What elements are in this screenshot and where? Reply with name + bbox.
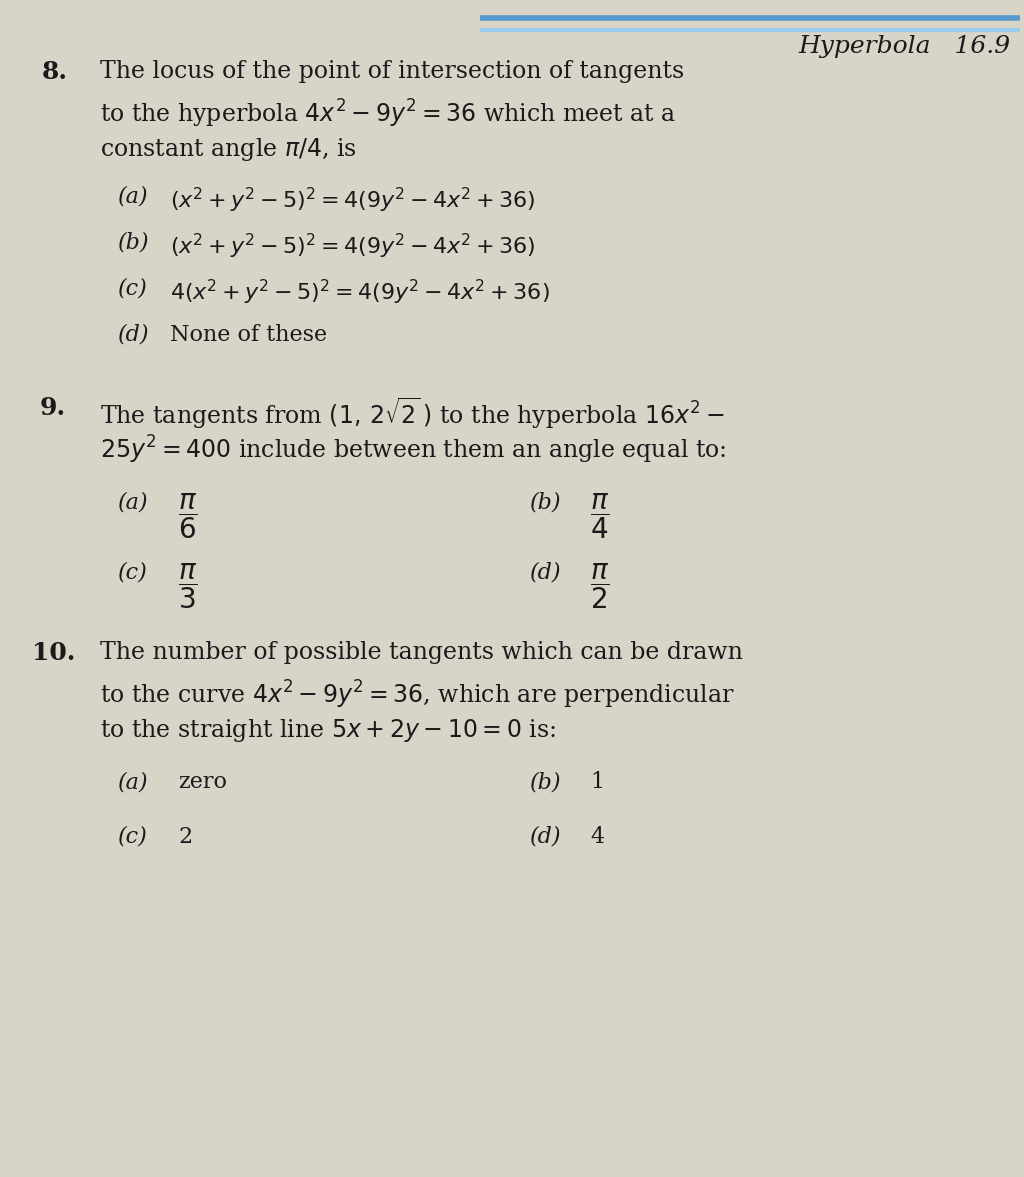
Text: (a): (a) xyxy=(118,771,148,793)
Text: $\dfrac{\pi}{4}$: $\dfrac{\pi}{4}$ xyxy=(590,491,609,540)
Text: (c): (c) xyxy=(118,561,147,583)
Text: 8.: 8. xyxy=(42,60,68,84)
Text: The locus of the point of intersection of tangents: The locus of the point of intersection o… xyxy=(100,60,684,84)
Text: (d): (d) xyxy=(118,324,150,346)
Text: $(x^2 + y^2 - 5)^2 = 4(9y^2 - 4x^2 + 36)$: $(x^2 + y^2 - 5)^2 = 4(9y^2 - 4x^2 + 36)… xyxy=(170,186,536,215)
Text: zero: zero xyxy=(178,771,227,793)
Text: The tangents from $(1,\, 2\sqrt{2}\,)$ to the hyperbola $16x^2 -$: The tangents from $(1,\, 2\sqrt{2}\,)$ t… xyxy=(100,395,725,432)
Text: 10.: 10. xyxy=(32,641,76,665)
Text: The number of possible tangents which can be drawn: The number of possible tangents which ca… xyxy=(100,641,742,664)
Text: 1: 1 xyxy=(590,771,604,793)
Text: $4(x^2 + y^2 - 5)^2 = 4(9y^2 - 4x^2 + 36)$: $4(x^2 + y^2 - 5)^2 = 4(9y^2 - 4x^2 + 36… xyxy=(170,278,550,307)
Text: to the straight line $5x + 2y -10 = 0$ is:: to the straight line $5x + 2y -10 = 0$ i… xyxy=(100,717,556,744)
Text: (b): (b) xyxy=(530,491,561,513)
Text: constant angle $\pi/4$, is: constant angle $\pi/4$, is xyxy=(100,137,356,162)
Text: to the curve $4x^2 - 9y^2 = 36$, which are perpendicular: to the curve $4x^2 - 9y^2 = 36$, which a… xyxy=(100,679,734,711)
Text: $(x^2 + y^2 - 5)^2 = 4(9y^2 - 4x^2 + 36)$: $(x^2 + y^2 - 5)^2 = 4(9y^2 - 4x^2 + 36)… xyxy=(170,232,536,261)
Text: 4: 4 xyxy=(590,826,604,847)
Text: (d): (d) xyxy=(530,561,561,583)
Text: $\dfrac{\pi}{3}$: $\dfrac{\pi}{3}$ xyxy=(178,561,198,611)
Text: (a): (a) xyxy=(118,186,148,208)
Text: $25y^2 = 400$ include between them an angle equal to:: $25y^2 = 400$ include between them an an… xyxy=(100,434,727,466)
Text: (a): (a) xyxy=(118,491,148,513)
Text: (c): (c) xyxy=(118,278,147,300)
Text: (b): (b) xyxy=(530,771,561,793)
Text: Hyperbola   16.9: Hyperbola 16.9 xyxy=(798,35,1010,58)
Text: (d): (d) xyxy=(530,826,561,847)
Text: 2: 2 xyxy=(178,826,193,847)
Text: $\dfrac{\pi}{6}$: $\dfrac{\pi}{6}$ xyxy=(178,491,198,540)
Text: $\dfrac{\pi}{2}$: $\dfrac{\pi}{2}$ xyxy=(590,561,609,611)
Text: (c): (c) xyxy=(118,826,147,847)
Text: (b): (b) xyxy=(118,232,150,254)
Text: None of these: None of these xyxy=(170,324,327,346)
Text: 9.: 9. xyxy=(40,395,67,420)
Text: to the hyperbola $4x^2 - 9y^2 = 36$ which meet at a: to the hyperbola $4x^2 - 9y^2 = 36$ whic… xyxy=(100,98,676,131)
